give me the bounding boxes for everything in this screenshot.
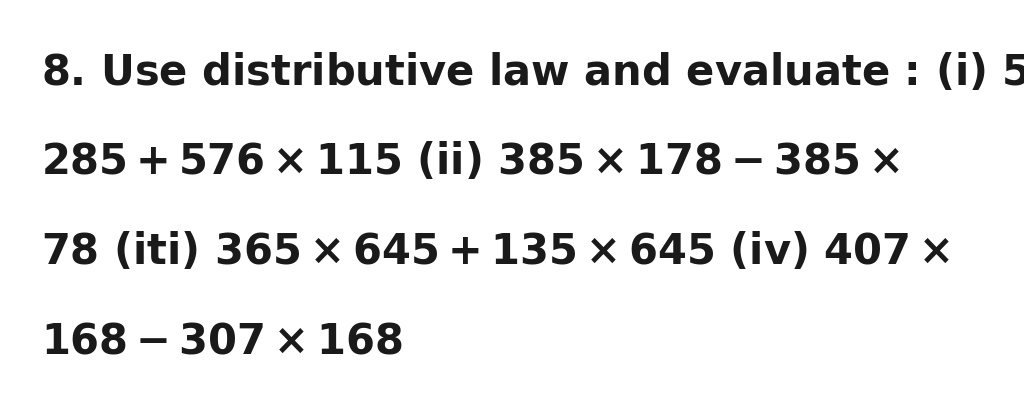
Text: $\mathbf{285 + 576 \times 115}$ (ii) $\mathbf{385 \times 178 - 385 \times}$: $\mathbf{285 + 576 \times 115}$ (ii) $\m… [41,141,900,183]
Text: 8. Use distributive law and evaluate : (i) $\mathbf{576 \times}$: 8. Use distributive law and evaluate : (… [41,52,1024,94]
Text: $\mathbf{168 - 307 \times 168}$: $\mathbf{168 - 307 \times 168}$ [41,320,403,363]
Text: $\mathbf{78}$ (iti) $\mathbf{365 \times 645 + 135 \times 645}$ (iv) $\mathbf{407: $\mathbf{78}$ (iti) $\mathbf{365 \times … [41,231,950,273]
